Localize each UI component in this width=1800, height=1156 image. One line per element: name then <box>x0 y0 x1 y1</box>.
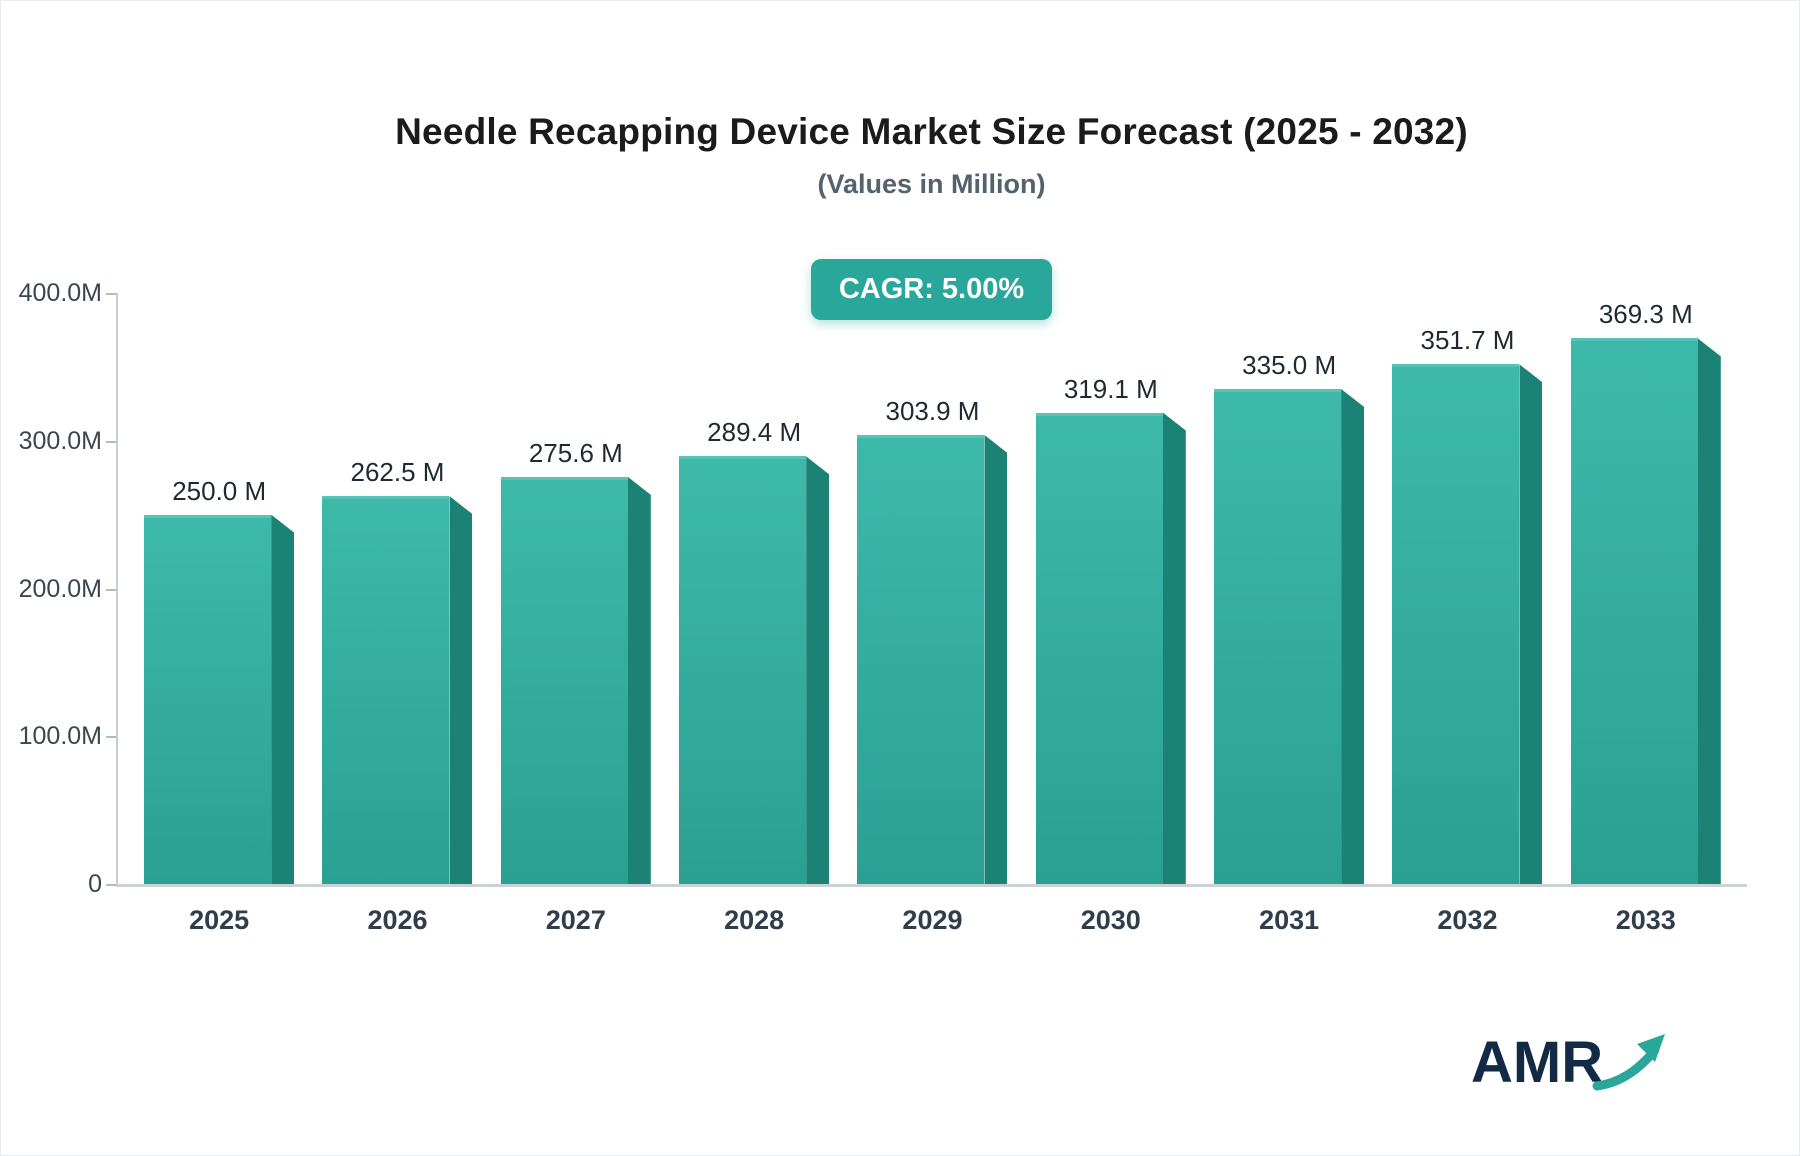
bar-face <box>1570 338 1698 884</box>
y-tick-mark <box>106 440 116 443</box>
x-tick-label: 2032 <box>1437 905 1498 935</box>
bar-side <box>1697 338 1721 884</box>
bar-value-label: 335.0 M <box>1242 350 1337 381</box>
amr-logo-graphic: AMR <box>1471 1030 1665 1095</box>
bar-value-label: 289.4 M <box>707 417 802 448</box>
bar-slot: 289.4 M 2028 <box>665 293 843 935</box>
amr-logo-text: AMR <box>1471 1030 1603 1095</box>
bar-side <box>1162 412 1186 884</box>
bar[interactable] <box>1214 389 1365 884</box>
y-tick-mark <box>106 884 116 886</box>
bar-slot: 319.1 M 2030 <box>1022 293 1200 935</box>
chart-subtitle: (Values in Million) <box>817 169 1046 199</box>
bar-side <box>271 514 295 884</box>
bar-side <box>449 496 473 884</box>
bar[interactable] <box>679 456 830 884</box>
y-tick-label: 400.0M <box>18 279 102 307</box>
bar[interactable] <box>322 496 473 884</box>
y-tick-label: 200.0M <box>18 574 102 603</box>
x-tick-label: 2030 <box>1080 905 1141 935</box>
bars-container: 250.0 M 2025 262.5 M 2026 275.6 M 2027 289.4 M… <box>118 293 1747 935</box>
bar-value-label: 369.3 M <box>1598 299 1693 330</box>
cagr-badge-wrap: CAGR: 5.00% <box>116 259 1747 320</box>
bar-slot: 335.0 M 2031 <box>1200 293 1378 935</box>
chart-title: Needle Recapping Device Market Size Fore… <box>395 111 1468 152</box>
bar-value-label: 319.1 M <box>1063 373 1158 404</box>
bar-side <box>984 435 1008 884</box>
bar-slot: 250.0 M 2025 <box>130 293 308 935</box>
bar[interactable] <box>857 435 1008 884</box>
bar-value-label: 262.5 M <box>350 457 445 488</box>
x-tick-label: 2028 <box>724 905 785 935</box>
chart-header: Needle Recapping Device Market Size Fore… <box>116 111 1747 200</box>
cagr-badge: CAGR: 5.00% <box>810 259 1053 320</box>
bar[interactable] <box>144 514 295 884</box>
y-tick-mark <box>106 736 116 739</box>
y-tick-label: 0 <box>88 870 102 898</box>
bar-face <box>679 456 807 884</box>
x-tick-label: 2031 <box>1259 905 1320 935</box>
bar-value-label: 275.6 M <box>528 437 623 468</box>
x-tick-label: 2029 <box>902 905 963 935</box>
bar-value-label: 351.7 M <box>1420 325 1515 356</box>
bar-side <box>1519 364 1543 884</box>
logo-arrow-shaft <box>1592 1045 1660 1091</box>
bar[interactable] <box>1035 412 1186 884</box>
bar-side <box>627 476 651 884</box>
brand-logo: AMR <box>1469 1024 1689 1107</box>
bar-slot: 275.6 M 2027 <box>487 293 665 935</box>
bar[interactable] <box>1570 338 1721 884</box>
y-tick-mark <box>106 588 116 591</box>
x-tick-label: 2026 <box>367 905 428 935</box>
x-tick-label: 2033 <box>1615 905 1676 935</box>
bar-value-label: 250.0 M <box>172 475 267 506</box>
y-tick-mark <box>106 293 116 295</box>
x-tick-label: 2025 <box>189 905 250 935</box>
bar-face <box>857 435 985 884</box>
bar-face <box>322 496 450 884</box>
bar-value-label: 303.9 M <box>885 396 980 426</box>
bar-side <box>806 456 830 884</box>
x-tick-label: 2027 <box>545 905 606 935</box>
y-tick-label: 100.0M <box>18 722 102 751</box>
bar-face <box>1214 389 1342 884</box>
bar-slot: 369.3 M 2033 <box>1557 293 1735 935</box>
bar-face <box>1392 364 1520 884</box>
bar-face <box>144 514 272 884</box>
plot-area: 400.0M 300.0M 200.0M 100.0M 0 250.0 M 2025 262… <box>19 279 1747 935</box>
bar[interactable] <box>1392 364 1543 884</box>
bar-slot: 303.9 M 2029 <box>843 293 1021 935</box>
bar-slot: 351.7 M 2032 <box>1378 293 1556 935</box>
bar-side <box>1341 389 1365 884</box>
bar-slot: 262.5 M 2026 <box>308 293 486 935</box>
y-tick-label: 300.0M <box>18 426 102 455</box>
bar-face <box>1035 412 1163 884</box>
bar-face <box>500 476 628 884</box>
logo-arrow-head <box>1637 1034 1665 1062</box>
bar[interactable] <box>500 476 651 884</box>
